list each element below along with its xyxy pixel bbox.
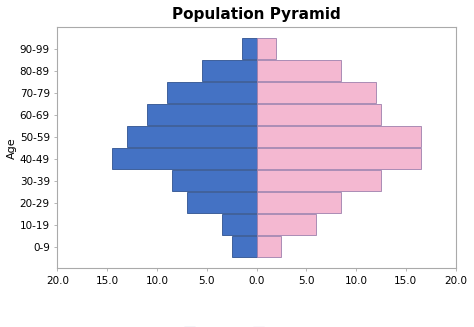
Bar [256,148,421,169]
Bar [256,82,376,103]
Bar [256,60,341,81]
Title: Population Pyramid: Population Pyramid [172,7,341,22]
Bar [187,192,256,213]
Legend: % Males, % Females: % Males, % Females [182,325,331,327]
Bar [256,236,282,257]
Bar [256,126,421,147]
Bar [112,148,256,169]
Bar [202,60,256,81]
Bar [232,236,256,257]
Bar [167,82,256,103]
Bar [222,214,256,235]
Bar [256,38,276,59]
Bar [256,214,316,235]
Bar [147,104,256,125]
Bar [127,126,256,147]
Bar [242,38,256,59]
Bar [256,170,381,191]
Bar [172,170,256,191]
Bar [256,192,341,213]
Bar [256,104,381,125]
Y-axis label: Age: Age [7,137,17,159]
